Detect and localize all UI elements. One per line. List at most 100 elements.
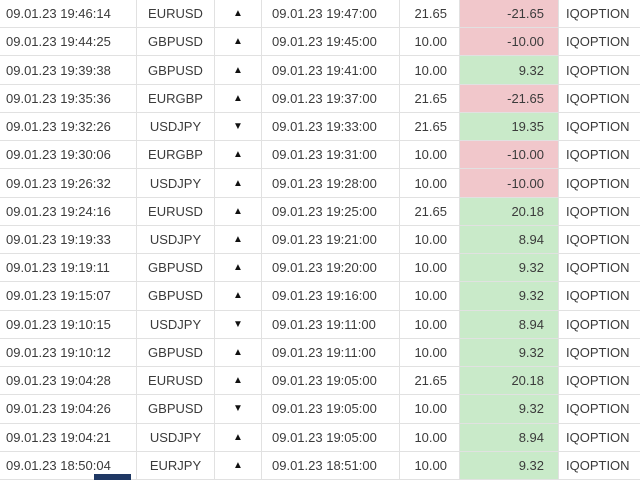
currency-pair-cell: USDJPY [137, 112, 215, 141]
table-row[interactable]: 09.01.23 19:10:12 GBPUSD ▲ 09.01.23 19:1… [0, 338, 640, 368]
currency-pair-cell: GBPUSD [137, 338, 215, 367]
open-time-cell: 09.01.23 19:44:25 [0, 28, 137, 56]
close-time-cell: 09.01.23 19:28:00 [262, 169, 400, 197]
table-row[interactable]: 09.01.23 19:46:14 EURUSD ▲ 09.01.23 19:4… [0, 0, 640, 29]
currency-pair-cell: GBPUSD [137, 395, 215, 423]
close-time-cell: 09.01.23 19:31:00 [262, 141, 400, 169]
trade-amount-cell: 21.65 [400, 0, 460, 28]
table-row[interactable]: 09.01.23 18:50:04 EURJPY ▲ 09.01.23 18:5… [0, 451, 640, 480]
close-time-cell: 09.01.23 19:11:00 [262, 310, 400, 338]
broker-name-cell: IQOPTION [566, 231, 630, 247]
close-time-cell: 09.01.23 19:16:00 [262, 282, 400, 310]
broker-name-cell: IQOPTION [566, 316, 630, 332]
table-row[interactable]: 09.01.23 19:15:07 GBPUSD ▲ 09.01.23 19:1… [0, 282, 640, 311]
table-row[interactable]: 09.01.23 19:04:21 USDJPY ▲ 09.01.23 19:0… [0, 423, 640, 452]
trade-amount-cell: 10.00 [400, 338, 460, 367]
trade-amount-cell: 10.00 [400, 254, 460, 282]
open-time-cell: 09.01.23 19:35:36 [0, 84, 137, 112]
table-row[interactable]: 09.01.23 19:26:32 USDJPY ▲ 09.01.23 19:2… [0, 169, 640, 198]
table-row[interactable]: 09.01.23 19:35:36 EURGBP ▲ 09.01.23 19:3… [0, 84, 640, 113]
table-row[interactable]: 09.01.23 19:44:25 GBPUSD ▲ 09.01.23 19:4… [0, 28, 640, 57]
open-time-cell: 09.01.23 19:04:28 [0, 367, 137, 395]
up-arrow-icon: ▲ [215, 423, 262, 451]
profit-cell: 8.94 [460, 310, 559, 338]
up-arrow-icon: ▲ [215, 141, 262, 169]
currency-pair-cell: GBPUSD [137, 254, 215, 282]
partial-bottom-element [94, 474, 131, 480]
table-row[interactable]: 09.01.23 19:04:26 GBPUSD ▼ 09.01.23 19:0… [0, 395, 640, 424]
up-arrow-icon: ▲ [215, 169, 262, 197]
table-row[interactable]: 09.01.23 19:30:06 EURGBP ▲ 09.01.23 19:3… [0, 141, 640, 170]
trade-amount-cell: 10.00 [400, 225, 460, 254]
currency-pair-cell: USDJPY [137, 169, 215, 197]
profit-cell: 9.32 [460, 338, 559, 367]
up-arrow-icon: ▲ [215, 282, 262, 310]
currency-pair-cell: EURUSD [137, 0, 215, 28]
open-time-cell: 09.01.23 19:46:14 [0, 0, 137, 28]
up-arrow-icon: ▲ [215, 367, 262, 395]
close-time-cell: 09.01.23 19:25:00 [262, 197, 400, 225]
table-row[interactable]: 09.01.23 19:39:38 GBPUSD ▲ 09.01.23 19:4… [0, 56, 640, 85]
open-time-cell: 09.01.23 19:32:26 [0, 112, 137, 141]
profit-cell: 9.32 [460, 395, 559, 423]
profit-cell: 19.35 [460, 112, 559, 141]
broker-name-cell: IQOPTION [566, 90, 630, 106]
broker-name-cell: IQOPTION [566, 175, 630, 191]
up-arrow-icon: ▲ [215, 338, 262, 367]
profit-cell: -10.00 [460, 141, 559, 169]
down-arrow-icon: ▼ [215, 310, 262, 338]
currency-pair-cell: GBPUSD [137, 56, 215, 84]
up-arrow-icon: ▲ [215, 0, 262, 28]
profit-cell: -10.00 [460, 28, 559, 56]
trade-amount-cell: 10.00 [400, 451, 460, 479]
profit-cell: 9.32 [460, 254, 559, 282]
profit-cell: -21.65 [460, 0, 559, 28]
trade-amount-cell: 21.65 [400, 84, 460, 112]
currency-pair-cell: USDJPY [137, 225, 215, 254]
table-row[interactable]: 09.01.23 19:19:11 GBPUSD ▲ 09.01.23 19:2… [0, 254, 640, 283]
open-time-cell: 09.01.23 19:04:21 [0, 423, 137, 451]
up-arrow-icon: ▲ [215, 225, 262, 254]
trade-amount-cell: 10.00 [400, 282, 460, 310]
up-arrow-icon: ▲ [215, 197, 262, 225]
trade-amount-cell: 10.00 [400, 28, 460, 56]
trade-amount-cell: 21.65 [400, 197, 460, 225]
broker-name-cell: IQOPTION [566, 6, 630, 22]
broker-name-cell: IQOPTION [566, 260, 630, 276]
profit-cell: -10.00 [460, 169, 559, 197]
close-time-cell: 09.01.23 19:05:00 [262, 395, 400, 423]
close-time-cell: 09.01.23 19:45:00 [262, 28, 400, 56]
up-arrow-icon: ▲ [215, 254, 262, 282]
close-time-cell: 09.01.23 19:47:00 [262, 0, 400, 28]
up-arrow-icon: ▲ [215, 56, 262, 84]
profit-cell: 9.32 [460, 56, 559, 84]
profit-cell: 20.18 [460, 367, 559, 395]
open-time-cell: 09.01.23 19:10:12 [0, 338, 137, 367]
broker-name-cell: IQOPTION [566, 373, 630, 389]
profit-cell: 20.18 [460, 197, 559, 225]
open-time-cell: 09.01.23 19:39:38 [0, 56, 137, 84]
open-time-cell: 09.01.23 19:30:06 [0, 141, 137, 169]
trade-amount-cell: 10.00 [400, 169, 460, 197]
open-time-cell: 09.01.23 19:26:32 [0, 169, 137, 197]
table-row[interactable]: 09.01.23 19:04:28 EURUSD ▲ 09.01.23 19:0… [0, 367, 640, 396]
currency-pair-cell: GBPUSD [137, 282, 215, 310]
trade-amount-cell: 21.65 [400, 112, 460, 141]
table-row[interactable]: 09.01.23 19:10:15 USDJPY ▼ 09.01.23 19:1… [0, 310, 640, 339]
profit-cell: 9.32 [460, 282, 559, 310]
table-row[interactable]: 09.01.23 19:19:33 USDJPY ▲ 09.01.23 19:2… [0, 225, 640, 255]
table-row[interactable]: 09.01.23 19:32:26 USDJPY ▼ 09.01.23 19:3… [0, 112, 640, 142]
profit-cell: 8.94 [460, 423, 559, 451]
close-time-cell: 09.01.23 19:37:00 [262, 84, 400, 112]
up-arrow-icon: ▲ [215, 28, 262, 56]
up-arrow-icon: ▲ [215, 84, 262, 112]
table-row[interactable]: 09.01.23 19:24:16 EURUSD ▲ 09.01.23 19:2… [0, 197, 640, 226]
open-time-cell: 09.01.23 19:19:33 [0, 225, 137, 254]
trade-amount-cell: 10.00 [400, 395, 460, 423]
close-time-cell: 09.01.23 19:33:00 [262, 112, 400, 141]
broker-name-cell: IQOPTION [566, 288, 630, 304]
trade-amount-cell: 10.00 [400, 310, 460, 338]
broker-name-cell: IQOPTION [566, 344, 630, 360]
currency-pair-cell: EURGBP [137, 84, 215, 112]
